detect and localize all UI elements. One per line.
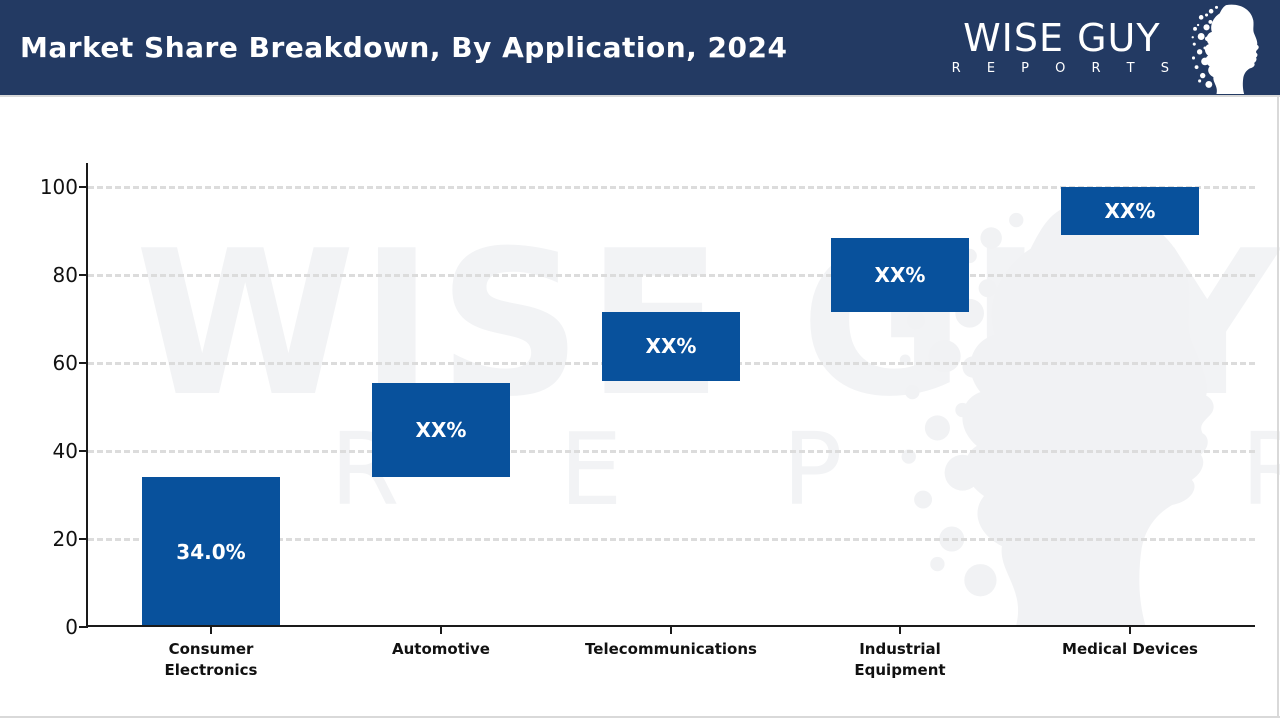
gridline-100 — [88, 186, 1255, 189]
bar-5: XX% — [1061, 187, 1199, 236]
y-tick-label: 0 — [65, 615, 78, 639]
x-axis-line — [86, 625, 1255, 627]
y-tick — [79, 362, 88, 364]
gridline-20 — [88, 538, 1255, 541]
x-category-label: Consumer Electronics — [164, 640, 258, 679]
x-category-label: Medical Devices — [1062, 640, 1198, 658]
bar-1: 34.0% — [142, 477, 280, 627]
x-tick — [440, 627, 442, 634]
x-category-label: Industrial Equipment — [854, 640, 946, 679]
bar-value-label: XX% — [645, 334, 697, 359]
bar-value-label: XX% — [1104, 199, 1156, 224]
y-tick — [79, 538, 88, 540]
brand-name: WISE GUY — [963, 16, 1161, 60]
right-edge-line — [1277, 97, 1279, 718]
brand-subname: R E P O R T S — [951, 61, 1180, 76]
header-bar: Market Share Breakdown, By Application, … — [0, 0, 1280, 97]
brand-logo-text: WISE GUY R E P O R T S — [944, 19, 1180, 76]
bottom-edge-line — [0, 716, 1280, 718]
dotted-head-icon — [1184, 2, 1272, 94]
y-tick — [79, 626, 88, 628]
bar-2: XX% — [372, 382, 510, 478]
y-axis-line — [86, 163, 88, 627]
x-tick — [899, 627, 901, 634]
x-category-label: Automotive — [392, 640, 490, 658]
x-category-label: Telecommunications — [585, 640, 757, 658]
brand-logo: WISE GUY R E P O R T S — [944, 0, 1272, 95]
y-tick-label: 20 — [52, 527, 78, 551]
y-tick-label: 60 — [52, 351, 78, 375]
bar-4: XX% — [831, 237, 969, 313]
bar-value-label: XX% — [415, 418, 467, 443]
bar-value-label: 34.0% — [176, 540, 246, 565]
chart-plot-area: 0 20 40 60 80 100 34.0% Consumer Electronics XX%… — [0, 97, 1280, 720]
page-title: Market Share Breakdown, By Application, … — [20, 31, 788, 64]
gridline-80 — [88, 274, 1255, 277]
y-tick — [79, 274, 88, 276]
bar-value-label: XX% — [874, 262, 926, 287]
x-tick — [210, 627, 212, 634]
x-tick — [670, 627, 672, 634]
y-tick-label: 40 — [52, 439, 78, 463]
y-tick-label: 80 — [52, 263, 78, 287]
gridline-40 — [88, 450, 1255, 453]
y-tick-label: 100 — [39, 175, 78, 199]
x-tick — [1129, 627, 1131, 634]
y-tick — [79, 186, 88, 188]
y-tick — [79, 450, 88, 452]
bar-3: XX% — [602, 312, 740, 381]
